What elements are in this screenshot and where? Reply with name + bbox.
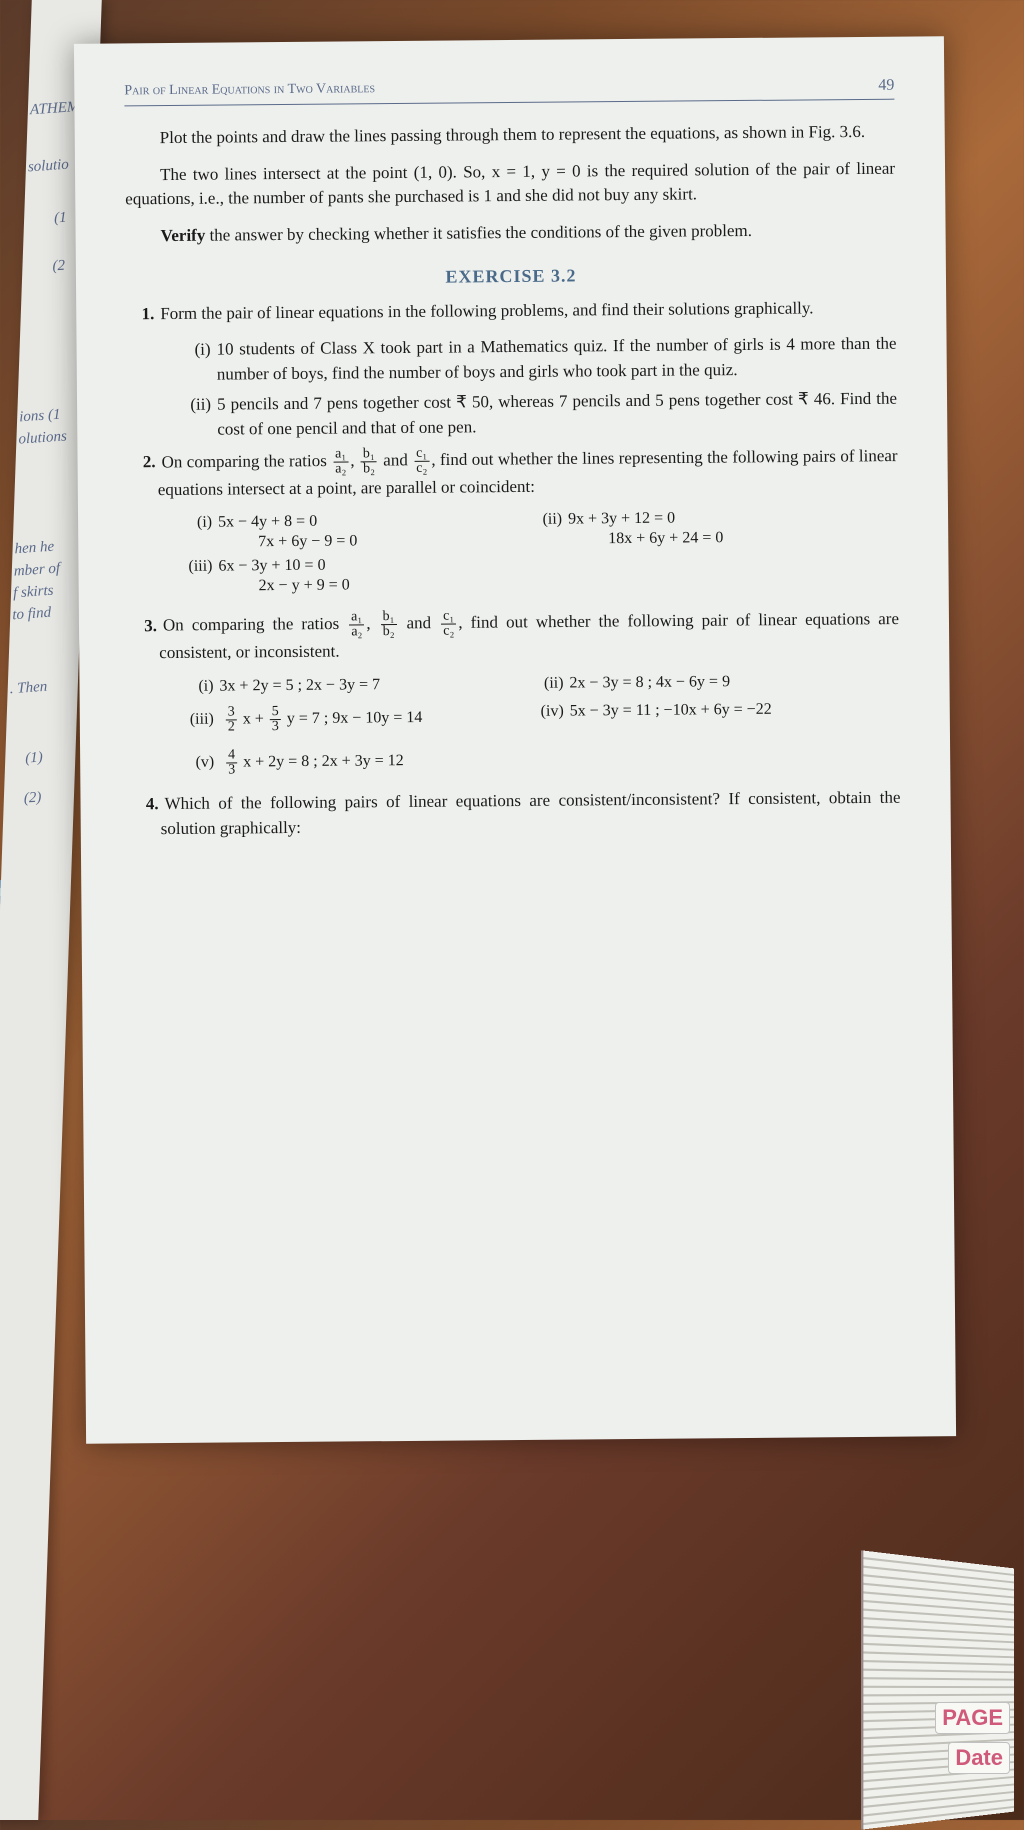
margin-clip: (1 (54, 210, 67, 228)
equation: 3x + 2y = 5 ; 2x − 3y = 7 (219, 676, 380, 694)
question-1: 1.Form the pair of linear equations in t… (156, 295, 896, 326)
sub-text: 10 students of Class X took part in a Ma… (216, 334, 896, 384)
margin-clip: . Then (9, 679, 47, 699)
fraction: 43 (224, 748, 239, 777)
ratio-c: c₁c₂ (439, 610, 458, 639)
margin-clip: hen he (14, 539, 54, 559)
sub-number: (i) (176, 338, 216, 363)
sub-number: (i) (178, 514, 218, 532)
margin-clip: ions (1 (19, 407, 61, 427)
equation: 5x − 4y + 8 = 0 (218, 513, 317, 531)
question-number: 3. (129, 614, 163, 639)
equation: 7x + 6y − 9 = 0 (258, 532, 448, 552)
margin-clip: (2 (52, 258, 65, 276)
question-1-i: (i)10 students of Class X took part in a… (156, 332, 896, 388)
margin-clip: (2) (24, 789, 42, 807)
q2-pre: On comparing the ratios (161, 451, 331, 471)
question-4: 4.Which of the following pairs of linear… (160, 786, 900, 842)
question-text: Which of the following pairs of linear e… (161, 788, 901, 838)
ratio-b: b₁b₂ (379, 610, 399, 639)
page-number: 49 (878, 77, 894, 95)
question-number: 1. (126, 302, 160, 327)
body-paragraph: The two lines intersect at the point (1,… (125, 156, 895, 212)
question-2: 2.On comparing the ratios a₁a₂, b₁b₂ and… (157, 442, 897, 502)
ratio-a: a₁a₂ (331, 447, 350, 476)
sep: and (398, 613, 439, 632)
equation-row: (i)5x − 4y + 8 = 0 7x + 6y − 9 = 0 (ii)9… (158, 508, 898, 554)
q3-pre: On comparing the ratios (163, 614, 347, 635)
ratio-a: a₁a₂ (347, 611, 366, 640)
fraction: 53 (268, 705, 283, 734)
margin-clip: to find (12, 605, 51, 625)
ratio-b: b₁b₂ (359, 447, 379, 476)
chapter-title: Pair of Linear Equations in Two Variable… (124, 81, 375, 101)
question-1-ii: (ii)5 pencils and 7 pens together cost ₹… (157, 387, 897, 443)
notebook-edge (861, 1550, 1014, 1829)
equation: 18x + 6y + 24 = 0 (608, 529, 798, 549)
margin-clip: solutio (28, 157, 69, 177)
body-paragraph: Plot the points and draw the lines passi… (125, 120, 895, 151)
fraction: 32 (224, 705, 239, 734)
equation: 9x + 3y + 12 = 0 (568, 510, 675, 528)
sep: , (366, 614, 378, 633)
equation: 5x − 3y = 11 ; −10x + 6y = −22 (570, 701, 772, 720)
sub-number: (iii) (178, 558, 218, 576)
question-number: 4. (130, 792, 164, 817)
equation-row: (i)3x + 2y = 5 ; 2x − 3y = 7 (ii)2x − 3y… (159, 672, 899, 696)
eq-part: y = 7 ; 9x − 10y = 14 (283, 709, 423, 727)
sub-number: (ii) (177, 393, 217, 418)
question-3: 3.On comparing the ratios a₁a₂, b₁b₂ and… (159, 606, 899, 666)
exercise-title: EXERCISE 3.2 (126, 262, 896, 290)
sub-number: (iii) (180, 711, 220, 729)
eq-part: x + 2y = 8 ; 2x + 3y = 12 (239, 752, 404, 770)
equation: 2x − y + 9 = 0 (259, 576, 449, 596)
question-text: Form the pair of linear equations in the… (160, 298, 813, 323)
equation-row: (v) 43 x + 2y = 8 ; 2x + 3y = 12 (160, 743, 900, 778)
equation-row: (iii) 32 x + 53 y = 7 ; 9x − 10y = 14 (i… (160, 700, 900, 735)
margin-clip: olutions (18, 428, 67, 448)
page-header: Pair of Linear Equations in Two Variable… (124, 77, 894, 107)
sub-number: (ii) (529, 675, 569, 693)
sub-number: (iv) (530, 703, 570, 721)
margin-clip: (1) (25, 749, 43, 767)
sub-text: 5 pencils and 7 pens together cost ₹ 50,… (217, 389, 897, 439)
equation: 2x − 3y = 8 ; 4x − 6y = 9 (569, 673, 730, 691)
sub-number: (v) (180, 754, 220, 772)
notebook-date-label: Date (948, 1742, 1010, 1774)
margin-clip: f skirts (13, 583, 54, 603)
body-paragraph: Verify the answer by checking whether it… (125, 218, 895, 249)
eq-part: x + (239, 710, 268, 727)
sep: , (350, 451, 359, 470)
margin-clip: mber of (14, 560, 61, 580)
sub-number: (i) (179, 678, 219, 696)
sub-number: (ii) (528, 511, 568, 529)
equation-row: (iii)6x − 3y + 10 = 0 2x − y + 9 = 0 (158, 552, 898, 598)
question-number: 2. (127, 450, 161, 475)
ratio-c: c₁c₂ (412, 446, 431, 475)
verify-label: Verify (161, 226, 206, 245)
equation: 6x − 3y + 10 = 0 (218, 557, 325, 575)
body-text: the answer by checking whether it satisf… (205, 221, 752, 245)
textbook-page: Pair of Linear Equations in Two Variable… (74, 36, 956, 1444)
notebook-page-label: PAGE (935, 1702, 1010, 1734)
sep: and (379, 450, 413, 469)
